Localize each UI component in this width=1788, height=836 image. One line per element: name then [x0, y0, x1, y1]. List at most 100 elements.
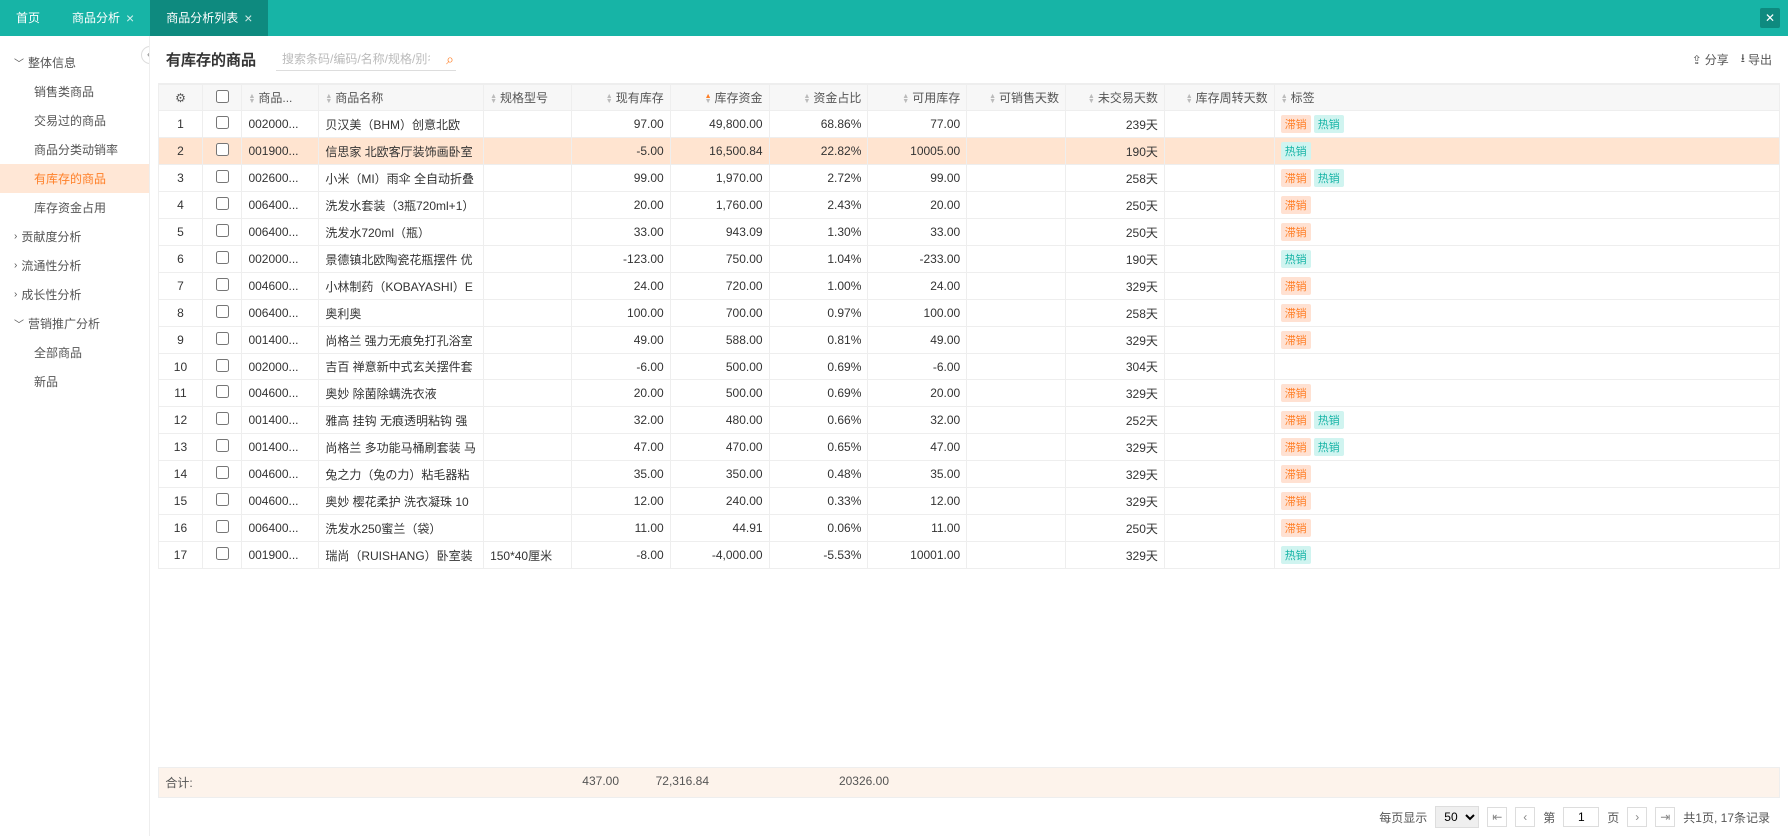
column-header[interactable]: ▲▼库存周转天数	[1164, 85, 1274, 111]
table-row[interactable]: 12001400...雅高 挂钩 无痕透明粘钩 强32.00480.000.66…	[159, 407, 1780, 434]
column-header[interactable]: ▲▼库存资金	[670, 85, 769, 111]
column-header[interactable]: ▲▼可销售天数	[967, 85, 1066, 111]
search-input[interactable]	[276, 48, 456, 71]
chevron-right-icon: ›	[14, 260, 17, 271]
cell-avail: 35.00	[868, 461, 967, 488]
column-header[interactable]: ▲▼现有库存	[571, 85, 670, 111]
sidebar-item[interactable]: 交易过的商品	[0, 106, 149, 135]
row-checkbox[interactable]	[216, 547, 229, 560]
table-row[interactable]: 8006400...奥利奥100.00700.000.97%100.00258天…	[159, 300, 1780, 327]
table-row[interactable]: 16006400...洗发水250蜜兰（袋）11.0044.910.06%11.…	[159, 515, 1780, 542]
row-checkbox[interactable]	[216, 439, 229, 452]
cell-stock: 49.00	[571, 327, 670, 354]
tab[interactable]: 商品分析列表×	[150, 0, 268, 36]
status-badge: 滞销	[1281, 438, 1311, 456]
select-all-checkbox[interactable]	[216, 90, 229, 103]
totals-cell: 20326.00	[805, 774, 895, 791]
sidebar-item[interactable]: 有库存的商品	[0, 164, 149, 193]
sort-icon: ▲▼	[606, 94, 613, 104]
column-header[interactable]: ▲▼标签	[1274, 85, 1779, 111]
sidebar-group[interactable]: ›成长性分析	[0, 280, 149, 309]
sidebar-group[interactable]: ﹀整体信息	[0, 48, 149, 77]
status-badge: 热销	[1281, 250, 1311, 268]
tab[interactable]: 商品分析×	[56, 0, 150, 36]
prev-page-button[interactable]: ‹	[1515, 807, 1535, 827]
column-header[interactable]: ▲▼规格型号	[484, 85, 572, 111]
table-row[interactable]: 17001900...瑞尚（RUISHANG）卧室装150*40厘米-8.00-…	[159, 542, 1780, 569]
close-icon[interactable]: ×	[244, 0, 252, 36]
table-row[interactable]: 7004600...小林制药（KOBAYASHI）E24.00720.001.0…	[159, 273, 1780, 300]
table-row[interactable]: 6002000...景德镇北欧陶瓷花瓶摆件 优-123.00750.001.04…	[159, 246, 1780, 273]
row-checkbox[interactable]	[216, 466, 229, 479]
per-page-select[interactable]: 50	[1435, 806, 1479, 828]
row-checkbox[interactable]	[216, 116, 229, 129]
sidebar-item[interactable]: 销售类商品	[0, 77, 149, 106]
cell-name: 瑞尚（RUISHANG）卧室装	[319, 542, 484, 569]
row-checkbox[interactable]	[216, 520, 229, 533]
cell-spec	[484, 192, 572, 219]
cell-ratio: 2.43%	[769, 192, 868, 219]
cell-ratio: -5.53%	[769, 542, 868, 569]
table-row[interactable]: 15004600...奥妙 樱花柔护 洗衣凝珠 1012.00240.000.3…	[159, 488, 1780, 515]
table-row[interactable]: 11004600...奥妙 除菌除螨洗衣液20.00500.000.69%20.…	[159, 380, 1780, 407]
table-row[interactable]: 10002000...吉百 禅意新中式玄关摆件套-6.00500.000.69%…	[159, 354, 1780, 380]
row-index: 9	[159, 327, 203, 354]
cell-ratio: 0.97%	[769, 300, 868, 327]
cell-ratio: 2.72%	[769, 165, 868, 192]
table-scroll[interactable]: ⚙▲▼商品...▲▼商品名称▲▼规格型号▲▼现有库存▲▼库存资金▲▼资金占比▲▼…	[158, 83, 1780, 767]
column-header[interactable]: ▲▼未交易天数	[1066, 85, 1165, 111]
table-row[interactable]: 14004600...兔之力（兔の力）粘毛器粘35.00350.000.48%3…	[159, 461, 1780, 488]
tab[interactable]: 首页	[0, 0, 56, 36]
column-header[interactable]: ▲▼资金占比	[769, 85, 868, 111]
table-row[interactable]: 1002000...贝汉美（BHM）创意北欧97.0049,800.0068.8…	[159, 111, 1780, 138]
row-checkbox[interactable]	[216, 385, 229, 398]
table-row[interactable]: 13001400...尚格兰 多功能马桶刷套装 马47.00470.000.65…	[159, 434, 1780, 461]
row-checkbox[interactable]	[216, 170, 229, 183]
row-checkbox[interactable]	[216, 224, 229, 237]
column-header[interactable]: ▲▼可用库存	[868, 85, 967, 111]
column-header[interactable]: ▲▼商品...	[242, 85, 319, 111]
sidebar-group[interactable]: ›贡献度分析	[0, 222, 149, 251]
cell-stock: 97.00	[571, 111, 670, 138]
cell-fund: 1,760.00	[670, 192, 769, 219]
row-checkbox[interactable]	[216, 332, 229, 345]
row-checkbox[interactable]	[216, 493, 229, 506]
next-page-button[interactable]: ›	[1627, 807, 1647, 827]
sort-icon: ▲▼	[989, 94, 996, 104]
sidebar-item[interactable]: 商品分类动销率	[0, 135, 149, 164]
cell-avail: 99.00	[868, 165, 967, 192]
table-row[interactable]: 5006400...洗发水720ml（瓶）33.00943.091.30%33.…	[159, 219, 1780, 246]
export-button[interactable]: ⭳ 导出	[1741, 49, 1772, 70]
sidebar-item[interactable]: 全部商品	[0, 338, 149, 367]
cell-avail: 24.00	[868, 273, 967, 300]
page-input[interactable]	[1563, 807, 1599, 827]
row-checkbox[interactable]	[216, 143, 229, 156]
share-button[interactable]: ⇪ 分享	[1692, 51, 1729, 68]
sidebar-item[interactable]: 新品	[0, 367, 149, 396]
cell-tags: 滞销	[1274, 327, 1779, 354]
search-icon[interactable]: ⌕	[446, 51, 454, 68]
table-row[interactable]: 3002600...小米（MI）雨伞 全自动折叠99.001,970.002.7…	[159, 165, 1780, 192]
cell-saledays	[967, 488, 1066, 515]
row-checkbox[interactable]	[216, 278, 229, 291]
row-checkbox[interactable]	[216, 305, 229, 318]
table-row[interactable]: 4006400...洗发水套装（3瓶720ml+1）20.001,760.002…	[159, 192, 1780, 219]
row-checkbox[interactable]	[216, 197, 229, 210]
first-page-button[interactable]: ⇤	[1487, 807, 1507, 827]
row-checkbox[interactable]	[216, 359, 229, 372]
last-page-button[interactable]: ⇥	[1655, 807, 1675, 827]
row-checkbox[interactable]	[216, 251, 229, 264]
sidebar-group[interactable]: ﹀营销推广分析	[0, 309, 149, 338]
cell-notrade: 252天	[1066, 407, 1165, 434]
cell-fund: 480.00	[670, 407, 769, 434]
close-all-tabs-button[interactable]: ✕	[1760, 8, 1780, 28]
table-row[interactable]: 2001900...信思家 北欧客厅装饰画卧室-5.0016,500.8422.…	[159, 138, 1780, 165]
close-icon[interactable]: ×	[126, 0, 134, 36]
table-row[interactable]: 9001400...尚格兰 强力无痕免打孔浴室49.00588.000.81%4…	[159, 327, 1780, 354]
sidebar-item[interactable]: 库存资金占用	[0, 193, 149, 222]
cell-fund: 750.00	[670, 246, 769, 273]
row-checkbox[interactable]	[216, 412, 229, 425]
column-header[interactable]: ▲▼商品名称	[319, 85, 484, 111]
cell-spec	[484, 300, 572, 327]
sidebar-group[interactable]: ›流通性分析	[0, 251, 149, 280]
